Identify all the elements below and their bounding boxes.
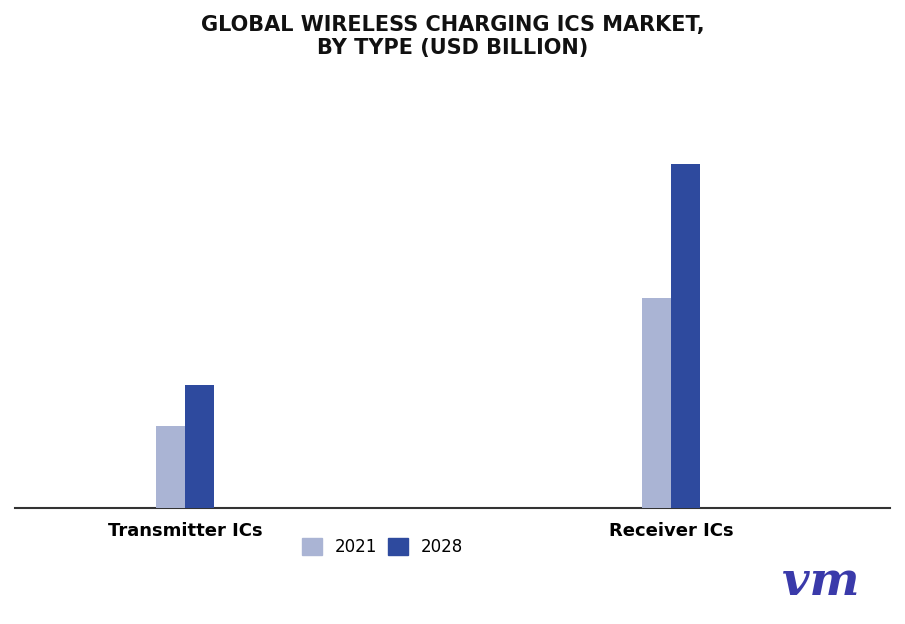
Bar (156, 426, 186, 508)
Bar (186, 385, 214, 508)
Bar (642, 298, 672, 508)
Bar (672, 163, 700, 508)
Text: vm: vm (782, 559, 860, 605)
Legend: 2021, 2028: 2021, 2028 (295, 532, 470, 563)
Title: GLOBAL WIRELESS CHARGING ICS MARKET,
BY TYPE (USD BILLION): GLOBAL WIRELESS CHARGING ICS MARKET, BY … (201, 15, 704, 58)
